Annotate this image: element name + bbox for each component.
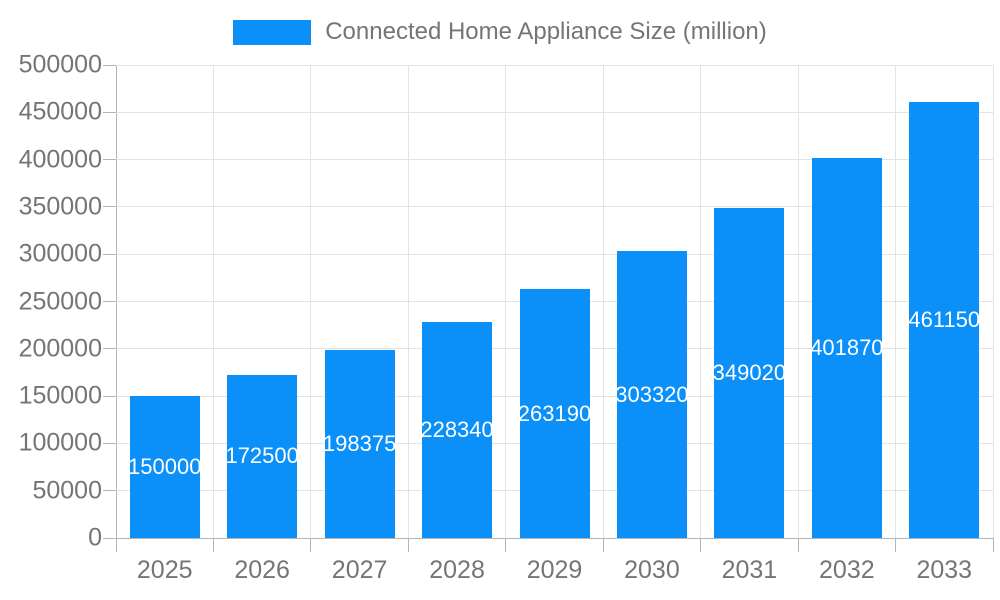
x-gridline: [797, 65, 799, 538]
bar: 263190: [519, 289, 590, 538]
bar-value-label: 461150: [909, 306, 980, 332]
x-tick-label: 2026: [234, 556, 290, 584]
y-tick-label: 0: [88, 523, 102, 552]
x-tick-mark: [992, 538, 994, 552]
bar: 349020: [714, 207, 785, 538]
y-tick-mark: [103, 395, 116, 397]
x-tick-mark: [797, 538, 799, 552]
x-tick-mark: [895, 538, 897, 552]
x-gridline: [700, 65, 702, 538]
bar-value-label: 263190: [519, 400, 590, 426]
x-tick-mark: [212, 538, 214, 552]
y-tick-mark: [103, 490, 116, 492]
x-tick-label: 2029: [526, 556, 583, 584]
x-tick-label: 2030: [624, 556, 680, 584]
x-tick-label: 2031: [721, 556, 778, 584]
bar: 461150: [909, 101, 980, 538]
x-tick-label: 2028: [429, 556, 485, 584]
chart-legend: Connected Home Appliance Size (million): [0, 18, 1000, 46]
x-gridline: [310, 65, 312, 538]
y-tick-mark: [103, 348, 116, 350]
x-gridline: [992, 65, 994, 538]
y-tick-mark: [103, 111, 116, 113]
bar-value-label: 303320: [616, 381, 687, 407]
x-tick-mark: [407, 538, 409, 552]
x-tick-mark: [505, 538, 507, 552]
x-tick-label: 2025: [136, 556, 193, 584]
y-tick-mark: [103, 64, 116, 66]
x-gridline: [895, 65, 897, 538]
x-tick-mark: [602, 538, 604, 552]
bar-value-label: 198375: [324, 431, 395, 457]
y-gridline: [116, 159, 993, 161]
y-tick-mark: [103, 159, 116, 161]
y-tick-label: 450000: [18, 97, 102, 126]
y-tick-mark: [103, 206, 116, 208]
x-gridline: [602, 65, 604, 538]
y-gridline: [116, 206, 993, 208]
bar: 150000: [129, 396, 200, 538]
y-tick-label: 400000: [18, 145, 102, 174]
bar: 228340: [422, 322, 493, 538]
y-tick-label: 250000: [18, 287, 102, 315]
x-tick-mark: [310, 538, 312, 552]
y-gridline: [116, 64, 993, 66]
x-tick-mark: [700, 538, 702, 552]
y-gridline: [116, 111, 993, 113]
y-tick-label: 500000: [18, 50, 102, 79]
bar-value-label: 401870: [811, 334, 882, 360]
x-gridline: [212, 65, 214, 538]
bar: 401870: [811, 157, 882, 538]
bar: 172500: [227, 374, 298, 538]
legend-label: Connected Home Appliance Size (million): [325, 18, 767, 45]
x-tick-label: 2032: [819, 556, 875, 584]
bar-value-label: 349020: [714, 359, 785, 385]
y-axis-line: [116, 65, 117, 552]
y-tick-mark: [103, 442, 116, 444]
y-tick-label: 150000: [18, 381, 102, 410]
bar: 198375: [324, 350, 395, 538]
y-tick-label: 50000: [32, 476, 102, 505]
bar-value-label: 150000: [129, 454, 200, 480]
x-tick-label: 2033: [916, 556, 973, 584]
bar-value-label: 228340: [422, 417, 493, 442]
y-tick-label: 350000: [18, 192, 102, 221]
y-tick-mark: [103, 537, 116, 539]
y-tick-mark: [103, 301, 116, 302]
y-gridline: [116, 253, 993, 255]
x-gridline: [407, 65, 409, 538]
bar-value-label: 172500: [227, 443, 298, 469]
x-gridline: [505, 65, 507, 538]
x-axis-line: [103, 538, 993, 539]
bar: 303320: [616, 251, 687, 538]
y-tick-mark: [103, 253, 116, 255]
plot-area: 150000 172500 198375 228340 263190 303320 3490…: [116, 64, 994, 538]
legend-swatch: [233, 19, 312, 45]
x-tick-label: 2027: [331, 556, 388, 584]
y-tick-label: 200000: [18, 334, 102, 363]
y-tick-label: 300000: [18, 239, 102, 268]
y-tick-label: 100000: [18, 428, 102, 457]
